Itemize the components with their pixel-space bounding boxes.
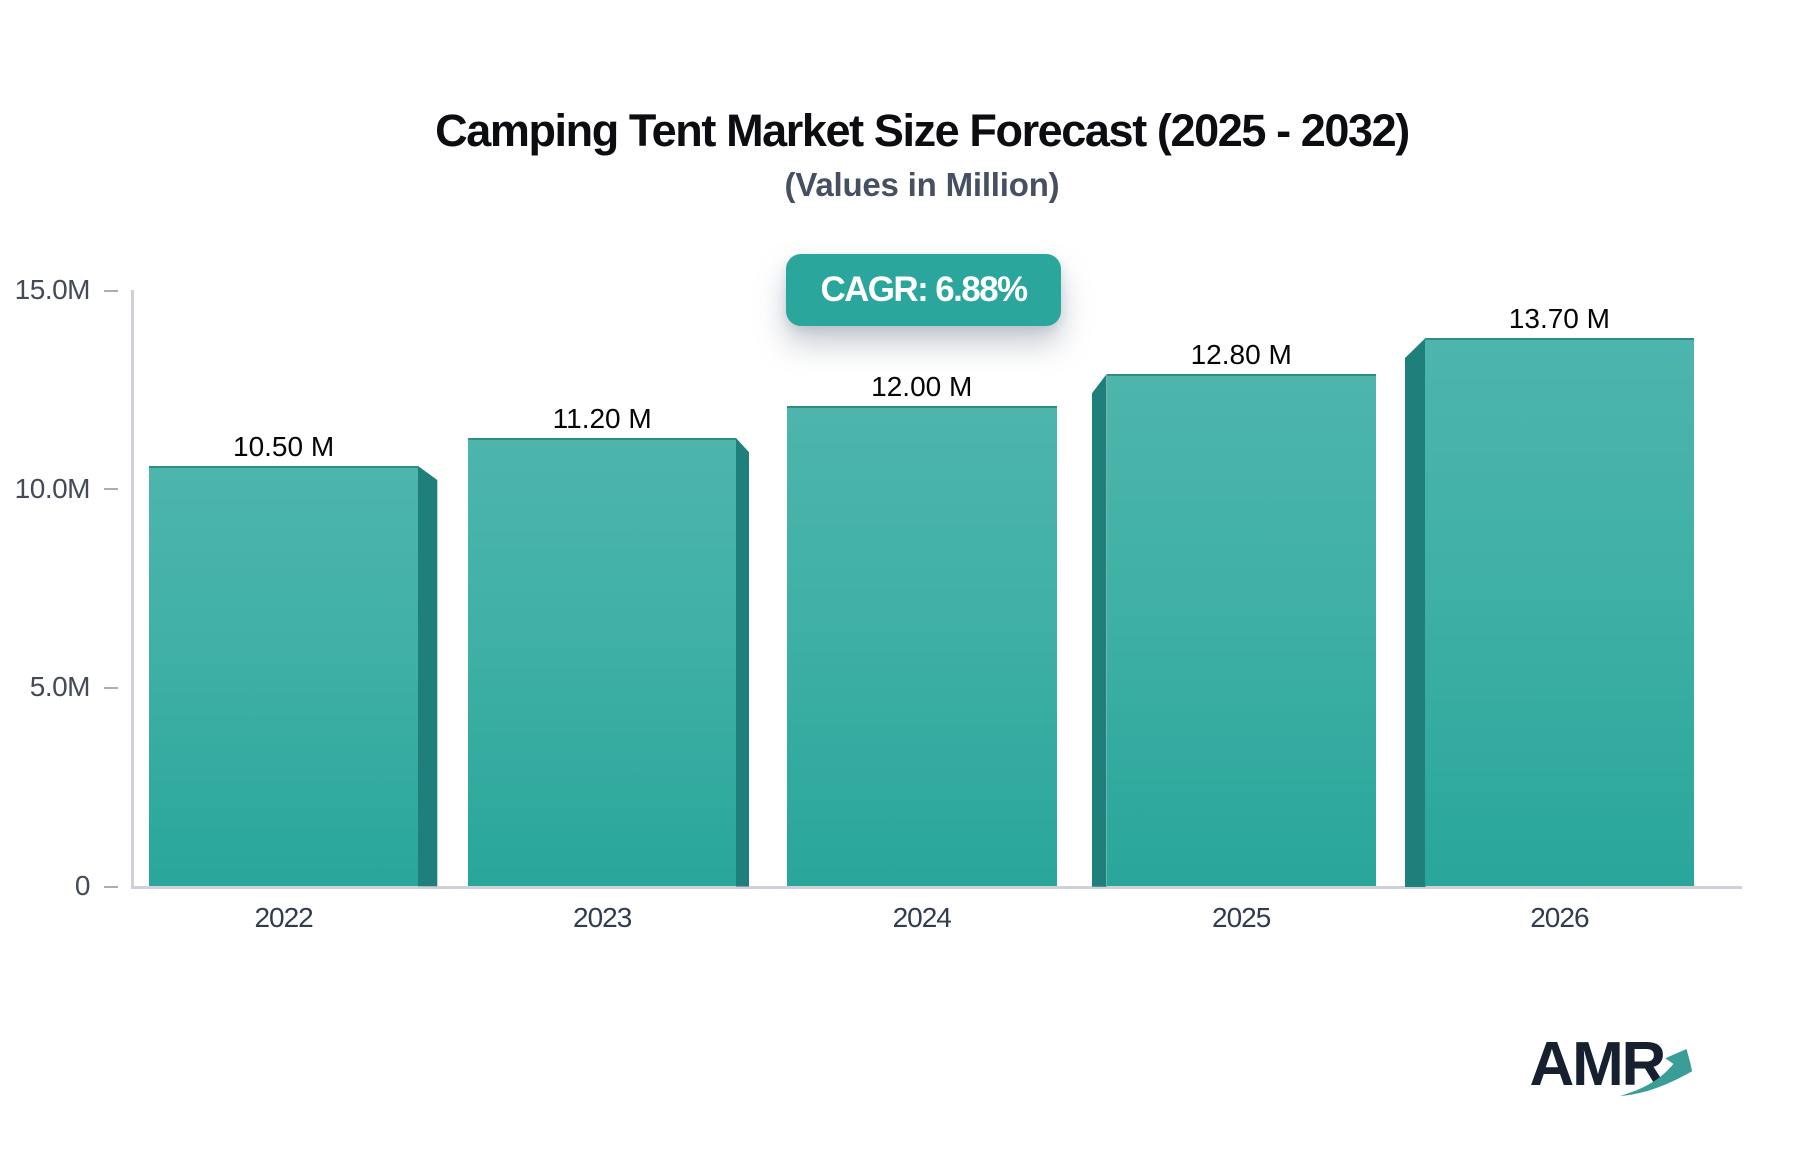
- y-axis-label: 0: [74, 869, 91, 901]
- amr-logo: AMR: [1528, 1030, 1708, 1110]
- chart-subtitle: (Values in Million): [784, 166, 1060, 203]
- x-axis-label: 2022: [254, 901, 313, 933]
- y-axis-label: 10.0M: [14, 472, 91, 504]
- bar-3d-side: [736, 438, 750, 887]
- cagr-badge: CAGR: 6.88%: [786, 254, 1061, 326]
- bar-value-label: 11.20 M: [552, 403, 652, 435]
- bar-2022: [149, 466, 418, 887]
- chart-title: Camping Tent Market Size Forecast (2025 …: [435, 105, 1410, 156]
- y-axis-line: [130, 290, 134, 890]
- bar-value-label: 10.50 M: [233, 431, 335, 463]
- y-axis-label: 15.0M: [14, 273, 91, 305]
- x-axis-line: [130, 886, 1742, 890]
- bar-2026: [1425, 337, 1694, 887]
- cagr-badge-label: CAGR: 6.88%: [820, 270, 1028, 309]
- bar-2023: [468, 438, 737, 887]
- bar-3d-side: [417, 466, 438, 887]
- bar-3d-side: [1404, 337, 1425, 887]
- bar-2024: [786, 405, 1057, 887]
- x-axis-label: 2023: [573, 901, 632, 933]
- amr-logo-text: AMR: [1529, 1030, 1667, 1100]
- bar-2025: [1106, 373, 1376, 887]
- trend-up-arrow-icon: [1620, 1049, 1693, 1096]
- x-axis-label: 2024: [892, 901, 952, 933]
- x-axis-label: 2025: [1212, 901, 1271, 933]
- bar-value-label: 13.70 M: [1508, 302, 1610, 334]
- y-axis-tick: [104, 885, 118, 888]
- y-axis-tick: [104, 686, 118, 689]
- y-axis-tick: [104, 488, 118, 491]
- y-axis-tick: [104, 289, 118, 292]
- bar-3d-side: [1092, 373, 1107, 887]
- y-axis-label: 5.0M: [29, 671, 91, 703]
- bar-value-label: 12.80 M: [1190, 338, 1292, 370]
- x-axis-label: 2026: [1530, 901, 1589, 933]
- bar-value-label: 12.00 M: [871, 371, 973, 403]
